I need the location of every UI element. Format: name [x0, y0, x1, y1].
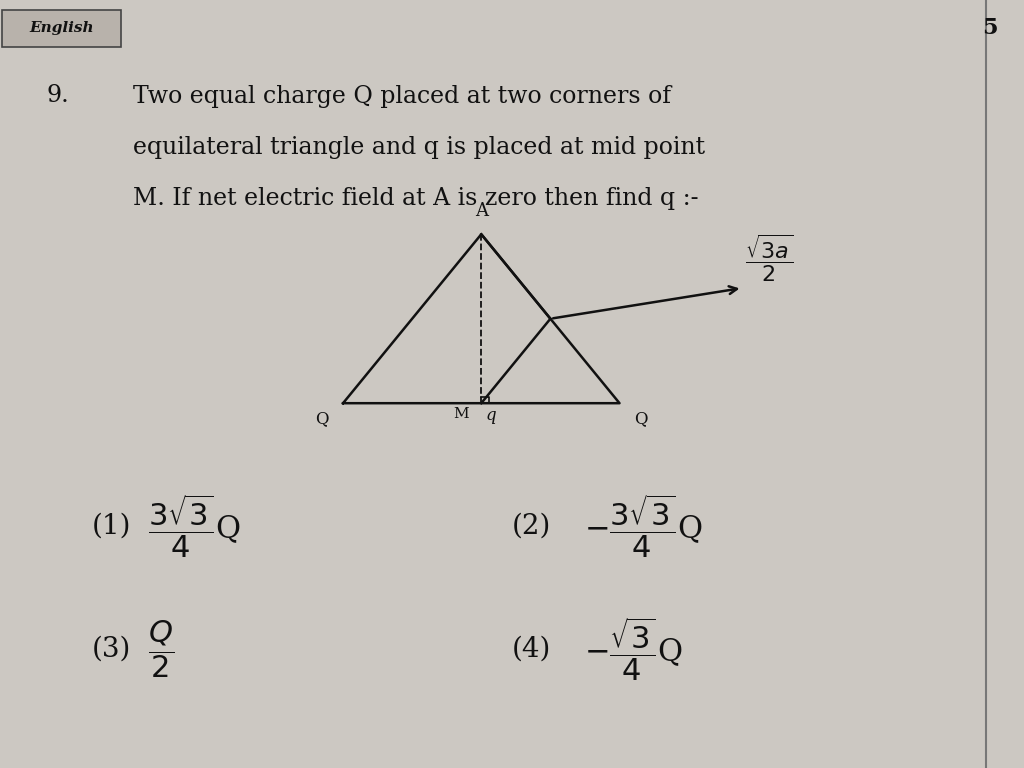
Text: 9.: 9. — [46, 84, 69, 108]
Text: Q: Q — [314, 410, 329, 427]
Text: equilateral triangle and q is placed at mid point: equilateral triangle and q is placed at … — [133, 136, 706, 159]
Text: M. If net electric field at A is zero then find q :-: M. If net electric field at A is zero th… — [133, 187, 698, 210]
Text: (4): (4) — [512, 635, 551, 663]
FancyBboxPatch shape — [2, 10, 121, 47]
Text: $\dfrac{\sqrt{3a}}{2}$: $\dfrac{\sqrt{3a}}{2}$ — [745, 233, 794, 284]
Text: $\dfrac{Q}{2}$: $\dfrac{Q}{2}$ — [148, 618, 174, 680]
Text: English: English — [29, 22, 94, 35]
Text: $-\dfrac{\sqrt{3}}{4}$Q: $-\dfrac{\sqrt{3}}{4}$Q — [584, 615, 683, 683]
Text: $-\dfrac{3\sqrt{3}}{4}$Q: $-\dfrac{3\sqrt{3}}{4}$Q — [584, 492, 702, 560]
Text: $\dfrac{3\sqrt{3}}{4}$Q: $\dfrac{3\sqrt{3}}{4}$Q — [148, 492, 242, 560]
Text: M: M — [454, 407, 469, 422]
Text: q: q — [485, 407, 496, 425]
Text: Two equal charge Q placed at two corners of: Two equal charge Q placed at two corners… — [133, 84, 671, 108]
Text: Q: Q — [634, 410, 648, 427]
Text: (2): (2) — [512, 512, 551, 540]
Text: (3): (3) — [92, 635, 131, 663]
Text: (1): (1) — [92, 512, 132, 540]
Text: 5: 5 — [982, 18, 998, 39]
Text: A: A — [475, 203, 487, 220]
